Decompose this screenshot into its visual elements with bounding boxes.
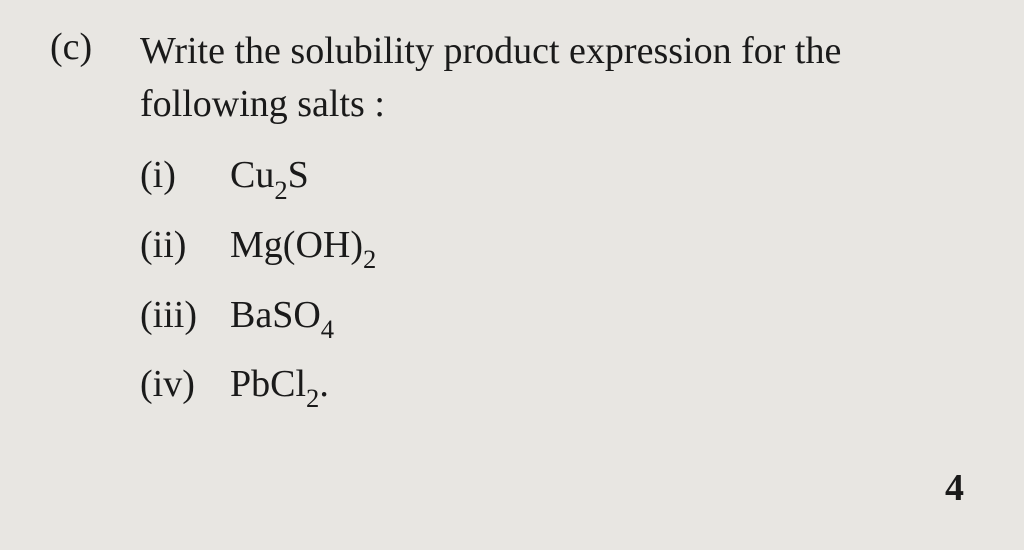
question-container: (c) Write the solubility product express… (50, 25, 974, 432)
sub-question-item: (i) Cu2S (140, 153, 974, 203)
question-marks: 4 (945, 466, 964, 510)
chemical-formula: PbCl2. (230, 362, 329, 412)
sub-question-label: (ii) (140, 223, 230, 267)
sub-question-item: (iv) PbCl2. (140, 362, 974, 412)
chemical-formula: Cu2S (230, 153, 309, 203)
sub-question-item: (ii) Mg(OH)2 (140, 223, 974, 273)
question-text: Write the solubility product expression … (140, 25, 974, 131)
chemical-formula: BaSO4 (230, 293, 334, 343)
question-part-label: (c) (50, 25, 110, 69)
sub-question-item: (iii) BaSO4 (140, 293, 974, 343)
question-body: Write the solubility product expression … (140, 25, 974, 432)
sub-question-list: (i) Cu2S (ii) Mg(OH)2 (iii) BaSO4 (iv) P… (140, 153, 974, 411)
chemical-formula: Mg(OH)2 (230, 223, 376, 273)
sub-question-label: (iii) (140, 293, 230, 337)
sub-question-label: (iv) (140, 362, 230, 406)
sub-question-label: (i) (140, 153, 230, 197)
